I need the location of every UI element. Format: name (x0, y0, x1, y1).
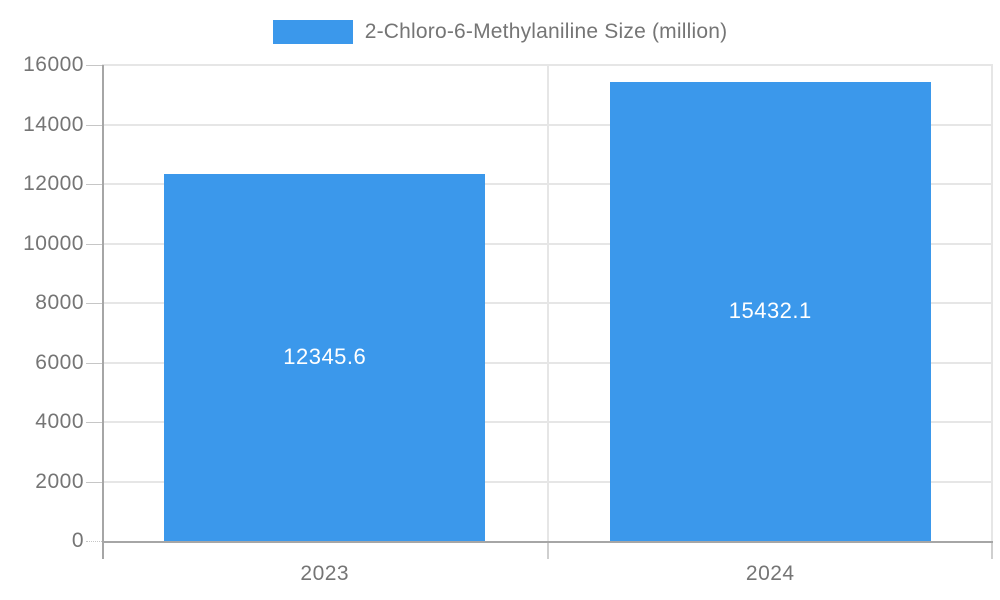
x-axis-line (102, 541, 993, 543)
y-axis-tick-label: 4000 (35, 410, 84, 433)
y-axis-tick-label: 14000 (23, 112, 84, 136)
plot-right-border (991, 65, 993, 541)
y-axis-tick-label: 6000 (35, 350, 84, 374)
y-axis-tick-label: 0 (71, 529, 84, 552)
y-axis-line (102, 65, 104, 559)
y-axis-tick (86, 124, 102, 126)
bar-value-label: 15432.1 (728, 298, 812, 324)
y-axis-tick (86, 481, 102, 483)
y-axis-tick (86, 65, 102, 66)
y-axis-tick-label: 16000 (23, 53, 84, 76)
legend-color-swatch (272, 20, 353, 44)
x-axis-label: 2024 (745, 562, 795, 585)
y-axis-tick (86, 303, 102, 304)
bar-2023[interactable] (164, 173, 486, 541)
y-axis-tick (86, 184, 102, 185)
y-axis-tick (86, 541, 102, 543)
y-axis-tick (86, 362, 102, 364)
gridline-vertical (546, 65, 549, 541)
legend-series-label: 2-Chloro-6-Methylaniline Size (million) (364, 20, 728, 43)
y-axis-tick-label: 8000 (35, 291, 84, 314)
y-axis-tick-label: 2000 (35, 469, 84, 493)
y-axis-tick (86, 243, 102, 245)
y-axis-tick (86, 422, 102, 423)
y-axis-tick-label: 12000 (23, 172, 84, 195)
chart-legend[interactable]: 2-Chloro-6-Methylaniline Size (million) (0, 20, 1000, 44)
x-axis-tick (546, 543, 549, 559)
bar-value-label: 12345.6 (283, 344, 367, 370)
x-axis-tick (991, 543, 993, 559)
bar-2024[interactable] (609, 81, 931, 541)
y-axis-tick-label: 10000 (23, 231, 84, 255)
x-axis-label: 2023 (300, 562, 350, 585)
